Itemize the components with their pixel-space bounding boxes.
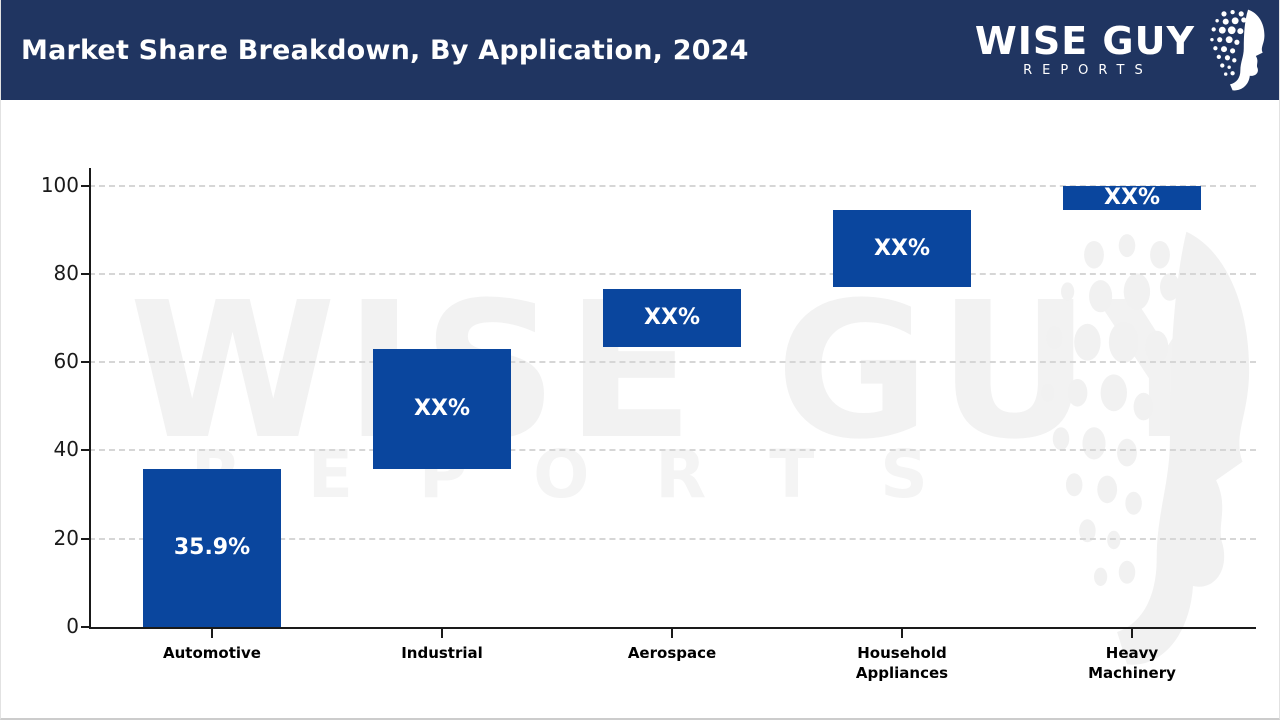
x-tick-mark-1 — [441, 629, 443, 638]
x-axis — [89, 627, 1256, 629]
y-tick-label-40: 40 — [53, 437, 79, 462]
x-tick-mark-2 — [671, 629, 673, 638]
bar-value-label: XX% — [1104, 184, 1160, 210]
gridline-60 — [89, 361, 1256, 364]
y-tick-label-80: 80 — [53, 260, 79, 285]
gridline-40 — [89, 449, 1256, 452]
x-category-label-2: Aerospace — [627, 644, 717, 662]
y-tick-label-20: 20 — [53, 525, 79, 550]
x-tick-mark-0 — [211, 629, 213, 638]
bar-household-appliances: XX% — [833, 210, 971, 288]
y-axis — [89, 168, 91, 627]
bar-value-label: 35.9% — [173, 534, 251, 560]
bar-automotive: 35.9% — [143, 468, 281, 627]
bar-value-label: XX% — [644, 305, 700, 331]
x-category-label-3: Household Appliances — [855, 644, 949, 683]
y-tick-mark-60 — [81, 361, 89, 364]
brand-logo: WISE GUY REPORTS — [975, 7, 1267, 93]
bar-aerospace: XX% — [603, 289, 741, 347]
logo-text: WISE GUY REPORTS — [975, 22, 1195, 78]
header: Market Share Breakdown, By Application, … — [1, 0, 1279, 100]
logo-wordmark: WISE GUY — [974, 19, 1195, 63]
watermark-face-icon — [1041, 231, 1250, 665]
y-tick-mark-100 — [81, 184, 89, 187]
x-category-label-4: Heavy Machinery — [1088, 644, 1176, 683]
y-tick-label-60: 60 — [53, 349, 79, 374]
gridline-80 — [89, 272, 1256, 275]
page-title: Market Share Breakdown, By Application, … — [21, 34, 749, 66]
logo-face-icon — [1210, 9, 1265, 91]
y-tick-label-0: 0 — [66, 614, 79, 638]
x-category-label-0: Automotive — [163, 644, 261, 662]
x-tick-mark-3 — [901, 629, 903, 638]
logo-subtitle: REPORTS — [1023, 63, 1153, 78]
y-tick-mark-40 — [81, 449, 89, 452]
y-tick-label-100: 100 — [40, 172, 79, 197]
y-tick-mark-80 — [81, 272, 89, 275]
gridline-20 — [89, 537, 1256, 540]
chart-canvas: WISE GUY REPORTS 0 20 40 60 80 100 35.9% Automo… — [1, 100, 1279, 718]
y-tick-mark-0 — [81, 626, 89, 628]
y-tick-mark-20 — [81, 537, 89, 540]
bar-value-label: XX% — [874, 235, 930, 261]
watermark-subtitle: REPORTS — [191, 436, 994, 513]
bar-value-label: XX% — [414, 395, 470, 421]
bar-heavy-machinery: XX% — [1063, 184, 1201, 210]
gridline-100 — [89, 184, 1256, 187]
x-category-label-1: Industrial — [401, 644, 483, 662]
x-tick-mark-4 — [1131, 629, 1133, 638]
bar-industrial: XX% — [373, 348, 511, 469]
